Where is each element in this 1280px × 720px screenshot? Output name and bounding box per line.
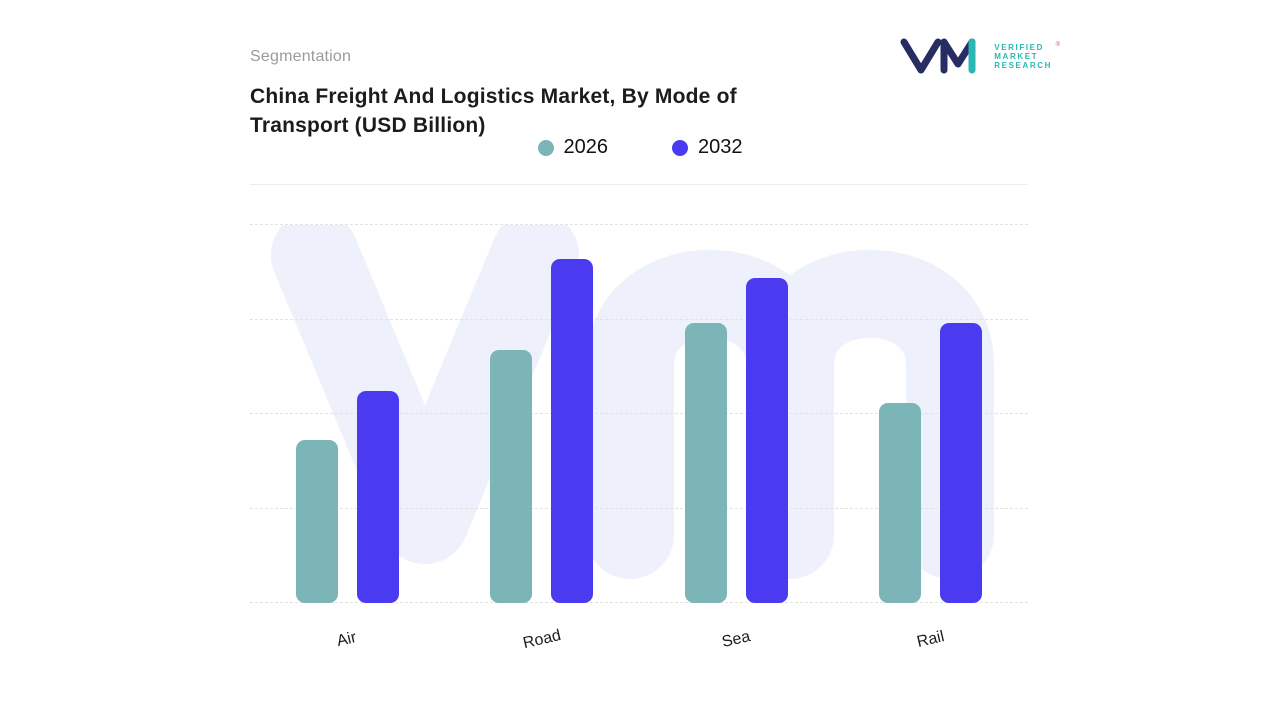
bar-group-air: Air [250,225,445,650]
logo-line-verified: VERIFIED [994,42,1044,52]
bar-group-sea: Sea [639,225,834,651]
bar-2026-rail [879,402,922,603]
gridline [250,224,1028,225]
plot-area: Air Road Sea Rail [250,224,1029,652]
gridline [250,507,1028,509]
chart-legend: 2026 2032 [0,136,1280,159]
bar-group-rail: Rail [834,225,1029,651]
bar-2032-rail [940,323,983,603]
bar-2032-road [551,259,594,603]
legend-item-2032: 2032 [672,136,743,159]
gridline [250,318,1028,320]
category-label-road: Road [521,626,563,653]
registered-mark: ® [1055,41,1060,48]
gridline [250,413,1028,414]
bar-2026-sea [684,323,727,603]
category-label-rail: Rail [915,628,946,651]
bar-2026-air [295,440,338,603]
bar-2026-road [490,349,533,603]
bar-2032-sea [745,277,788,603]
logo-line-research: RESEARCH [994,60,1052,70]
segmentation-label: Segmentation [250,48,352,65]
gridline [250,602,1028,603]
chart-title: China Freight And Logistics Market, By M… [250,85,737,137]
bar-groups: Air Road Sea Rail [250,225,1029,652]
legend-label-2032: 2032 [698,136,743,158]
vmr-logo: ® VERIFIED MARKET RESEARCH [900,36,1060,76]
legend-dot-2032 [672,139,688,156]
bar-2032-air [356,391,399,603]
legend-dot-2026 [537,139,554,156]
header-divider [250,184,1028,185]
legend-item-2026: 2026 [537,136,609,159]
vmr-logo-text: ® VERIFIED MARKET RESEARCH [994,41,1060,70]
category-label-sea: Sea [720,628,752,651]
vmr-monogram-icon [900,38,976,74]
bar-group-road: Road [445,225,640,652]
category-label-air: Air [335,629,359,650]
legend-label-2026: 2026 [563,136,609,158]
logo-line-market: MARKET [994,51,1039,61]
